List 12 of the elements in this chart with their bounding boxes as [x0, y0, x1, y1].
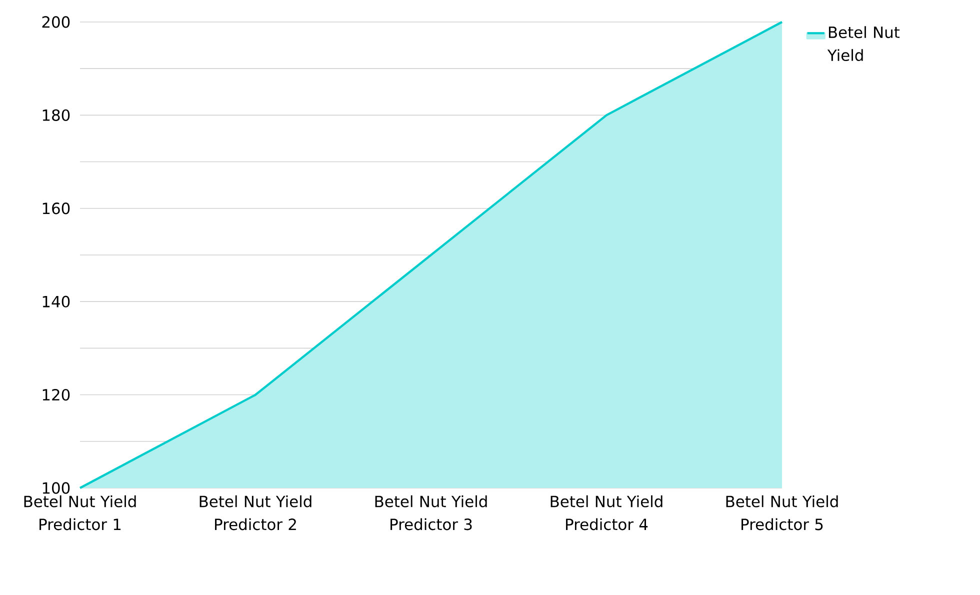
- x-tick-label: Betel Nut Yield Predictor 1: [24, 495, 136, 530]
- x-tick-label: Betel Nut Yield Predictor 2: [200, 495, 312, 530]
- y-tick-label: 200: [42, 16, 70, 28]
- x-tick-label: Betel Nut Yield Predictor 5: [726, 495, 838, 530]
- x-tick-label: Betel Nut Yield Predictor 4: [550, 495, 662, 530]
- legend-label: Betel Nut Yield: [827, 26, 900, 62]
- y-tick-label: 140: [42, 296, 70, 308]
- y-tick-label: 160: [42, 202, 70, 214]
- y-tick-label: 100: [42, 482, 70, 494]
- y-tick-label: 180: [42, 109, 70, 122]
- y-tick-label: 120: [42, 388, 70, 401]
- x-tick-label: Betel Nut Yield Predictor 3: [375, 495, 487, 530]
